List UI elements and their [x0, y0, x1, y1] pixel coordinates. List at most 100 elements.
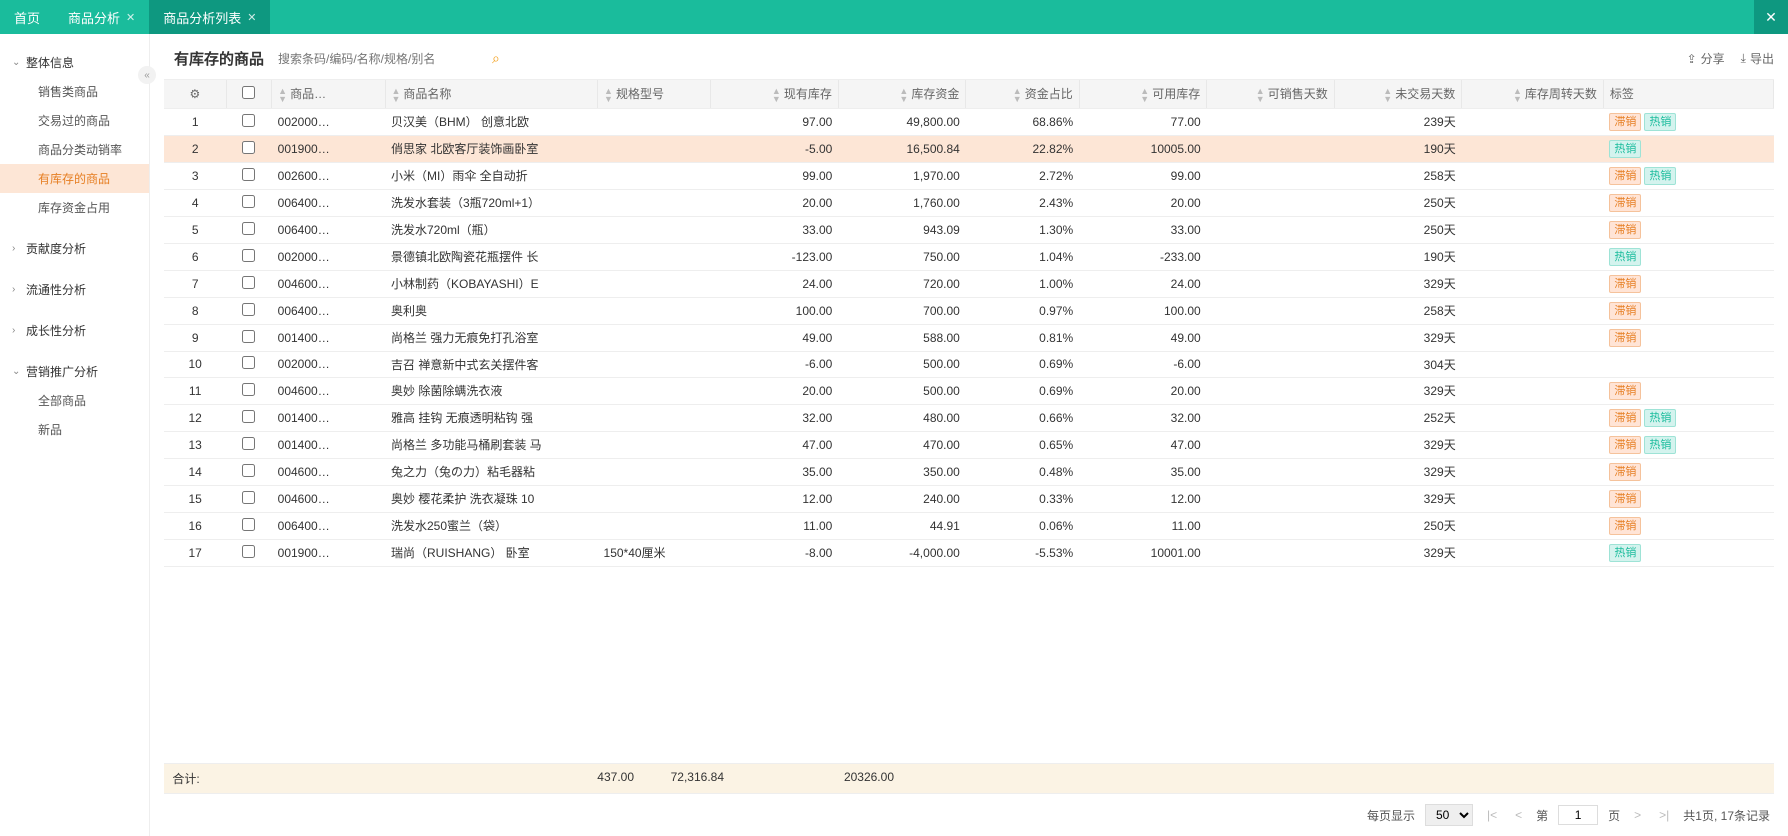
- table-row[interactable]: 14004600…兔之力（兔の力）粘毛器粘35.00350.000.48%35.…: [164, 458, 1774, 485]
- export-icon: ⤓: [1741, 51, 1746, 66]
- table-row[interactable]: 5006400…洗发水720ml（瓶）33.00943.091.30%33.00…: [164, 216, 1774, 243]
- row-checkbox[interactable]: [242, 545, 255, 558]
- row-checkbox[interactable]: [242, 410, 255, 423]
- column-header[interactable]: ▲▼现有库存: [711, 80, 839, 108]
- tab[interactable]: 商品分析列表✕: [149, 0, 270, 34]
- column-header[interactable]: ▲▼商品…: [272, 80, 385, 108]
- tab[interactable]: 商品分析✕: [54, 0, 149, 34]
- tag-badge: 滞销: [1609, 194, 1641, 212]
- tag-badge: 热销: [1609, 544, 1641, 562]
- table-row[interactable]: 9001400…尚格兰 强力无痕免打孔浴室49.00588.000.81%49.…: [164, 324, 1774, 351]
- search-input[interactable]: [278, 52, 478, 66]
- tab[interactable]: 首页: [0, 0, 54, 34]
- column-header[interactable]: ▲▼商品名称: [385, 80, 598, 108]
- sort-icon: ▲▼: [899, 87, 908, 103]
- sort-icon: ▲▼: [1256, 87, 1265, 103]
- row-checkbox[interactable]: [242, 518, 255, 531]
- column-header: ⚙: [164, 80, 226, 108]
- tag-badge: 滞销: [1609, 329, 1641, 347]
- pager-prev-button[interactable]: <: [1511, 808, 1526, 822]
- pager-next-button[interactable]: >: [1630, 808, 1645, 822]
- tag-badge: 滞销: [1609, 167, 1641, 185]
- table-row[interactable]: 13001400…尚格兰 多功能马桶刷套装 马47.00470.000.65%4…: [164, 431, 1774, 458]
- sort-icon: ▲▼: [604, 87, 613, 103]
- tab-close-icon[interactable]: ✕: [126, 11, 135, 24]
- sidebar-group-title[interactable]: ›流通性分析: [0, 275, 149, 304]
- tab-close-icon[interactable]: ✕: [247, 11, 256, 24]
- table-row[interactable]: 3002600…小米（MI）雨伞 全自动折99.001,970.002.72%9…: [164, 162, 1774, 189]
- column-header[interactable]: ▲▼可销售天数: [1207, 80, 1335, 108]
- tag-badge: 滞销: [1609, 517, 1641, 535]
- sort-icon: ▲▼: [772, 87, 781, 103]
- column-header[interactable]: ▲▼未交易天数: [1334, 80, 1462, 108]
- column-header: 标签: [1603, 80, 1773, 108]
- table-row[interactable]: 16006400…洗发水250蜜兰（袋）11.0044.910.06%11.00…: [164, 512, 1774, 539]
- close-all-tabs-button[interactable]: ✕: [1754, 0, 1788, 34]
- sidebar-item[interactable]: 商品分类动销率: [0, 135, 149, 164]
- sidebar: ⌄整体信息销售类商品交易过的商品商品分类动销率有库存的商品库存资金占用 ›贡献度分…: [0, 34, 150, 836]
- sort-icon: ▲▼: [392, 87, 401, 103]
- sidebar-item[interactable]: 销售类商品: [0, 77, 149, 106]
- column-header[interactable]: ▲▼规格型号: [598, 80, 711, 108]
- pager-first-button[interactable]: |<: [1483, 808, 1501, 822]
- chevron-icon: ⌄: [12, 366, 22, 377]
- tag-badge: 滞销: [1609, 302, 1641, 320]
- row-checkbox[interactable]: [242, 195, 255, 208]
- table-row[interactable]: 12001400…雅高 挂钩 无痕透明粘钩 强32.00480.000.66%3…: [164, 404, 1774, 431]
- table-row[interactable]: 6002000…景德镇北欧陶瓷花瓶摆件 长-123.00750.001.04%-…: [164, 243, 1774, 270]
- pager-page-input[interactable]: [1558, 805, 1598, 825]
- sort-icon: ▲▼: [1513, 87, 1522, 103]
- row-checkbox[interactable]: [242, 303, 255, 316]
- totals-row: 合计:437.0072,316.8420326.00: [164, 763, 1774, 794]
- column-header[interactable]: ▲▼可用库存: [1079, 80, 1207, 108]
- row-checkbox[interactable]: [242, 276, 255, 289]
- table-row[interactable]: 15004600…奥妙 樱花柔护 洗衣凝珠 1012.00240.000.33%…: [164, 485, 1774, 512]
- select-all-checkbox[interactable]: [242, 86, 255, 99]
- inventory-table: ⚙ ▲▼商品…▲▼商品名称▲▼规格型号▲▼现有库存▲▼库存资金▲▼资金占比▲▼可用…: [164, 80, 1774, 567]
- share-icon: ⇪: [1687, 52, 1697, 66]
- table-row[interactable]: 17001900…瑞尚（RUISHANG） 卧室150*40厘米-8.00-4,…: [164, 539, 1774, 566]
- row-checkbox[interactable]: [242, 168, 255, 181]
- sort-icon: ▲▼: [1140, 87, 1149, 103]
- row-checkbox[interactable]: [242, 114, 255, 127]
- pager-last-button[interactable]: >|: [1655, 808, 1673, 822]
- tag-badge: 滞销: [1609, 382, 1641, 400]
- sidebar-group-title[interactable]: ⌄整体信息: [0, 48, 149, 77]
- sidebar-item[interactable]: 库存资金占用: [0, 193, 149, 222]
- row-checkbox[interactable]: [242, 437, 255, 450]
- tag-badge: 滞销: [1609, 409, 1641, 427]
- column-header[interactable]: ▲▼库存资金: [838, 80, 966, 108]
- per-page-select[interactable]: 50: [1425, 804, 1473, 826]
- tag-badge: 滞销: [1609, 113, 1641, 131]
- row-checkbox[interactable]: [242, 383, 255, 396]
- search-icon[interactable]: ⌕: [492, 50, 500, 67]
- tag-badge: 滞销: [1609, 490, 1641, 508]
- row-checkbox[interactable]: [242, 330, 255, 343]
- sidebar-item[interactable]: 新品: [0, 415, 149, 444]
- share-button[interactable]: ⇪分享: [1687, 50, 1725, 67]
- sidebar-group-title[interactable]: ⌄营销推广分析: [0, 357, 149, 386]
- sidebar-group-title[interactable]: ›成长性分析: [0, 316, 149, 345]
- row-checkbox[interactable]: [242, 356, 255, 369]
- table-row[interactable]: 2001900…俏思家 北欧客厅装饰画卧室-5.0016,500.8422.82…: [164, 135, 1774, 162]
- tag-badge: 滞销: [1609, 463, 1641, 481]
- row-checkbox[interactable]: [242, 491, 255, 504]
- table-row[interactable]: 8006400…奥利奥100.00700.000.97%100.00258天滞销: [164, 297, 1774, 324]
- sidebar-item[interactable]: 有库存的商品: [0, 164, 149, 193]
- table-row[interactable]: 7004600…小林制药（KOBAYASHI）E24.00720.001.00%…: [164, 270, 1774, 297]
- table-row[interactable]: 10002000…吉召 禅意新中式玄关摆件客-6.00500.000.69%-6…: [164, 351, 1774, 377]
- table-row[interactable]: 4006400…洗发水套装（3瓶720ml+1）20.001,760.002.4…: [164, 189, 1774, 216]
- column-header[interactable]: ▲▼库存周转天数: [1462, 80, 1604, 108]
- sidebar-item[interactable]: 交易过的商品: [0, 106, 149, 135]
- row-checkbox[interactable]: [242, 141, 255, 154]
- sidebar-item[interactable]: 全部商品: [0, 386, 149, 415]
- table-row[interactable]: 1002000…贝汉美（BHM） 创意北欧97.0049,800.0068.86…: [164, 108, 1774, 135]
- sidebar-group-title[interactable]: ›贡献度分析: [0, 234, 149, 263]
- export-button[interactable]: ⤓导出: [1741, 50, 1774, 67]
- row-checkbox[interactable]: [242, 464, 255, 477]
- row-checkbox[interactable]: [242, 249, 255, 262]
- collapse-sidebar-button[interactable]: «: [138, 66, 156, 84]
- column-header[interactable]: ▲▼资金占比: [966, 80, 1079, 108]
- row-checkbox[interactable]: [242, 222, 255, 235]
- table-row[interactable]: 11004600…奥妙 除菌除螨洗衣液20.00500.000.69%20.00…: [164, 377, 1774, 404]
